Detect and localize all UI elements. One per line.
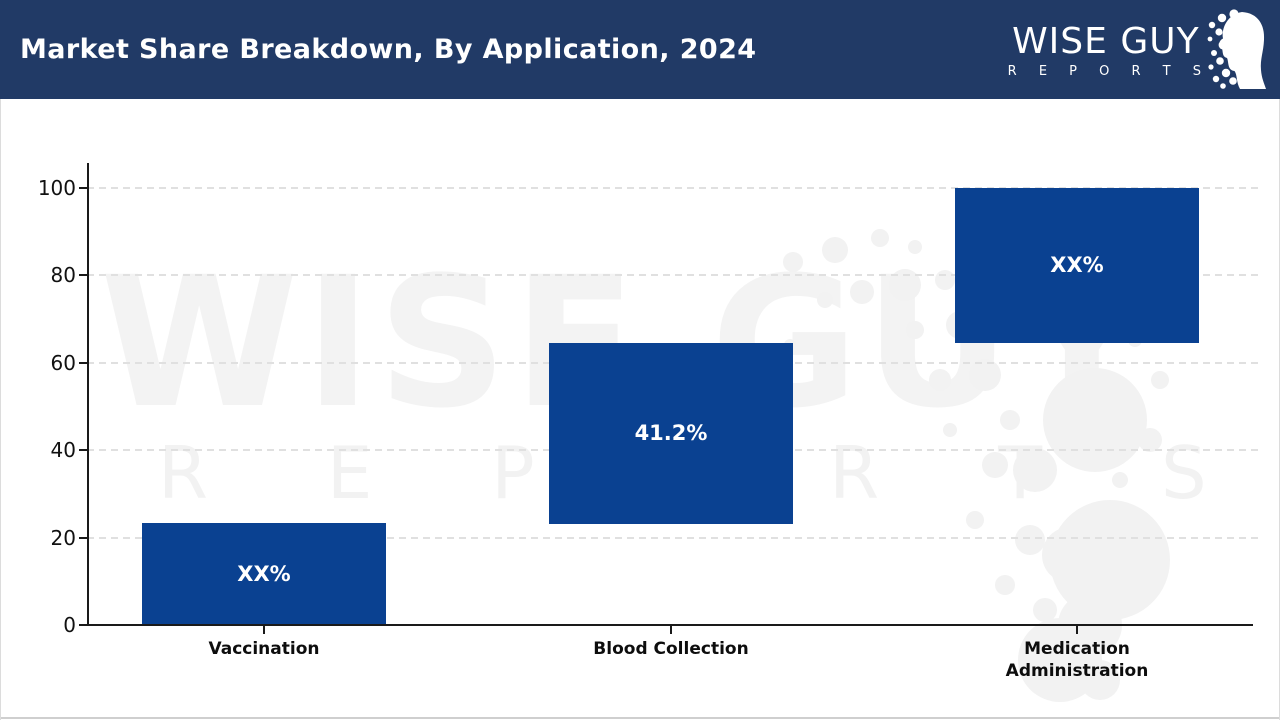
logo-wordmark: WISE GUY <box>1012 20 1200 62</box>
bar-value-label-medication-administration: XX% <box>1050 253 1104 278</box>
y-tick-label-20: 20 <box>50 525 76 550</box>
x-tick-mark-medication-administration <box>1076 626 1078 634</box>
y-tick-mark-60 <box>79 361 88 364</box>
watermark-dot <box>995 575 1015 595</box>
watermark-dot <box>906 321 924 339</box>
gridline-20 <box>87 536 1262 539</box>
watermark-dot <box>1015 525 1045 555</box>
watermark-dot <box>783 252 803 272</box>
y-tick-mark-40 <box>79 449 88 451</box>
watermark-dot <box>908 240 922 254</box>
y-tick-label-40: 40 <box>50 438 76 462</box>
y-tick-label-60: 60 <box>50 350 76 375</box>
watermark-dot <box>969 359 1001 391</box>
y-tick-label-100: 100 <box>37 175 76 200</box>
logo-subtext: R E P O R T S <box>1007 63 1210 79</box>
logo-head-profile-icon <box>1207 9 1266 89</box>
y-tick-label-80: 80 <box>50 263 76 287</box>
bar-value-label-vaccination: XX% <box>237 562 291 587</box>
bar-value-label-blood-collection: 41.2% <box>634 421 708 446</box>
logo-text: WISE GUY R E P O R T S <box>1002 20 1210 79</box>
watermark-dot <box>817 292 833 308</box>
watermark-dot <box>1151 371 1169 389</box>
x-axis-line <box>87 624 1253 626</box>
y-tick-mark-100 <box>79 186 88 189</box>
watermark-dot <box>1112 472 1128 488</box>
y-tick-mark-20 <box>79 536 88 539</box>
y-tick-mark-80 <box>79 274 88 276</box>
y-tick-mark-0 <box>79 624 88 626</box>
watermark-dot <box>966 511 984 529</box>
watermark-dot <box>822 237 848 263</box>
bar-medication-administration <box>955 187 1199 343</box>
watermark-dot <box>1013 448 1057 492</box>
y-axis-line <box>87 163 89 626</box>
header-bar: Market Share Breakdown, By Application, … <box>0 0 1280 99</box>
watermark-dot <box>929 369 951 391</box>
watermark-dot <box>871 229 889 247</box>
watermark-dot <box>850 280 874 304</box>
watermark-dot <box>1043 368 1147 472</box>
x-category-label-blood-collection: Blood Collection <box>593 639 749 659</box>
gridline-80 <box>87 274 1262 276</box>
watermark-dot <box>1018 618 1102 702</box>
x-tick-mark-vaccination <box>263 626 265 634</box>
y-tick-label-0: 0 <box>63 613 76 637</box>
x-category-label-vaccination: Vaccination <box>208 639 320 659</box>
wise-guy-reports-logo: WISE GUY R E P O R T S <box>1002 6 1268 94</box>
page-title: Market Share Breakdown, By Application, … <box>20 34 757 65</box>
watermark-dot <box>982 452 1008 478</box>
x-category-label-medication-administration: Medication Administration <box>1005 639 1149 681</box>
watermark-dot <box>943 423 957 437</box>
bar-vaccination <box>142 523 386 625</box>
watermark-dot <box>1050 500 1170 620</box>
x-tick-mark-blood-collection <box>670 626 672 634</box>
page-left-border <box>0 99 1 720</box>
gridline-100 <box>87 186 1262 189</box>
bar-blood-collection <box>549 343 793 524</box>
watermark-dot <box>1000 410 1020 430</box>
page-bottom-border <box>0 717 1280 719</box>
